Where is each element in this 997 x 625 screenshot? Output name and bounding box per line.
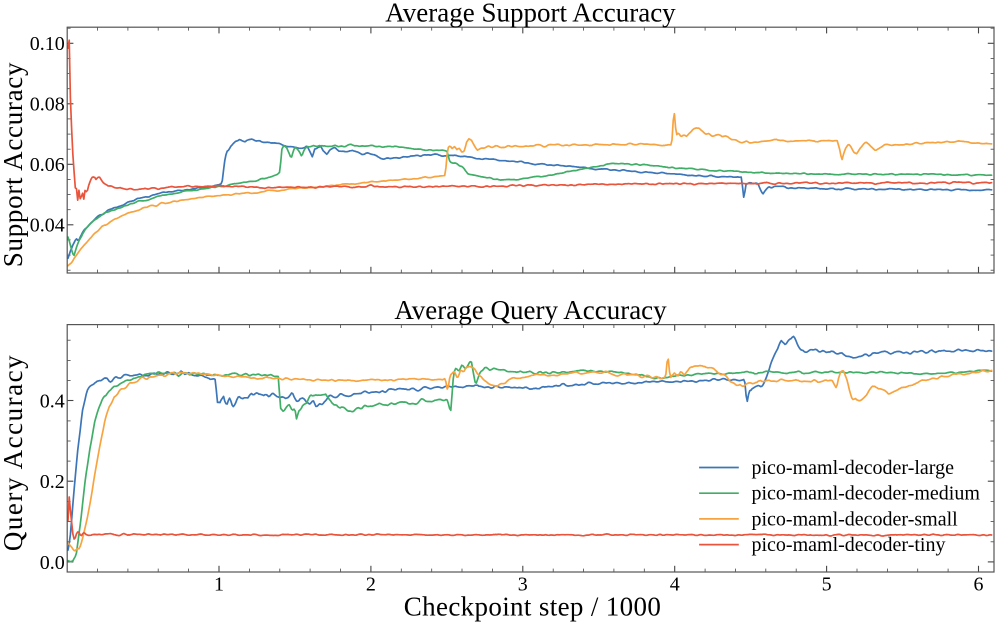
svg-text:Average Query Accuracy: Average Query Accuracy xyxy=(394,295,667,325)
svg-text:0.04: 0.04 xyxy=(30,215,65,237)
svg-text:0.08: 0.08 xyxy=(30,94,65,116)
svg-text:1: 1 xyxy=(214,573,224,595)
svg-text:2: 2 xyxy=(366,573,376,595)
svg-text:0.06: 0.06 xyxy=(30,154,65,176)
svg-text:Checkpoint step / 1000: Checkpoint step / 1000 xyxy=(404,591,661,621)
svg-text:3: 3 xyxy=(518,573,528,595)
svg-text:pico-maml-decoder-large: pico-maml-decoder-large xyxy=(752,457,955,479)
svg-text:5: 5 xyxy=(822,573,832,595)
svg-text:Average Support Accuracy: Average Support Accuracy xyxy=(385,0,676,28)
svg-text:4: 4 xyxy=(670,573,680,595)
svg-text:0.4: 0.4 xyxy=(40,390,65,412)
svg-text:0.2: 0.2 xyxy=(40,471,65,493)
svg-text:pico-maml-decoder-tiny: pico-maml-decoder-tiny xyxy=(752,534,946,556)
svg-text:pico-maml-decoder-small: pico-maml-decoder-small xyxy=(752,508,959,530)
svg-text:6: 6 xyxy=(974,573,984,595)
svg-text:Query Accuracy: Query Accuracy xyxy=(0,354,28,551)
svg-text:Support Accuracy: Support Accuracy xyxy=(0,62,28,267)
svg-text:pico-maml-decoder-medium: pico-maml-decoder-medium xyxy=(752,483,981,505)
svg-text:0.0: 0.0 xyxy=(40,552,65,574)
svg-text:0.10: 0.10 xyxy=(30,33,65,55)
